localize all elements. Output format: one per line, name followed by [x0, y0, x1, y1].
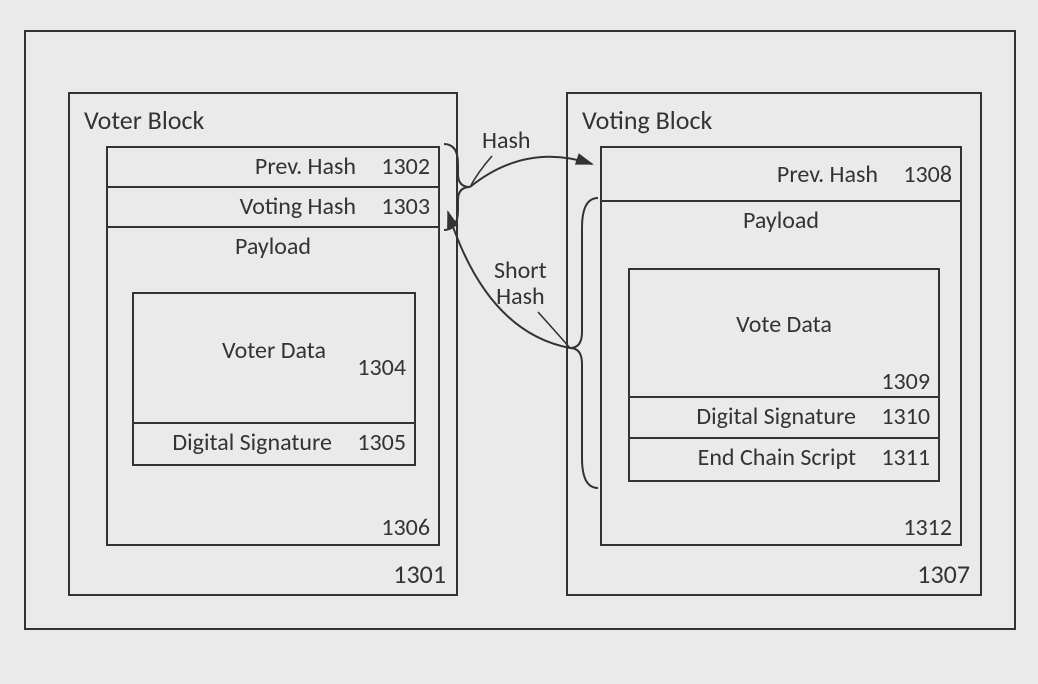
voting-payload-label: Payload — [602, 202, 960, 242]
voter-block-title: Voter Block — [84, 104, 204, 136]
voting-block-title: Voting Block — [582, 104, 712, 136]
vote-data-title-text: Vote Data — [736, 310, 832, 339]
voter-sig-num: 1305 — [357, 428, 406, 457]
voting-prev-hash-num: 1308 — [903, 160, 952, 189]
vote-script-label: End Chain Script — [698, 443, 856, 472]
vote-sig-row: Digital Signature 1310 — [630, 398, 938, 439]
voter-payload-label: Payload — [108, 228, 438, 268]
voter-data-title-text: Voter Data — [222, 336, 326, 365]
outer-frame: Voter Block 1301 Prev. Hash 1302 Voting … — [24, 30, 1016, 630]
voter-voting-hash-row: Voting Hash 1303 — [108, 188, 438, 228]
hash-label-pointer — [470, 156, 492, 187]
vote-data-title-num: 1309 — [881, 367, 930, 396]
voter-payload-num: 1306 — [381, 513, 430, 542]
voter-prev-hash-row: Prev. Hash 1302 — [108, 148, 438, 188]
voting-payload-num: 1312 — [903, 513, 952, 542]
voting-prev-hash-label: Prev. Hash — [777, 160, 878, 189]
vote-script-row: End Chain Script 1311 — [630, 439, 938, 480]
voter-voting-hash-label: Voting Hash — [240, 192, 356, 221]
voter-prev-hash-num: 1302 — [381, 152, 430, 181]
vote-data-box: Vote Data 1309 Digital Signature 1310 En… — [628, 268, 940, 482]
hash-label: Hash — [482, 128, 530, 154]
vote-sig-label: Digital Signature — [696, 402, 856, 431]
voter-data-box: Voter Data 1304 Digital Signature 1305 — [132, 292, 416, 466]
voting-block-number: 1307 — [917, 558, 970, 590]
vote-data-title: Vote Data 1309 — [630, 270, 938, 400]
voter-block-number: 1301 — [393, 558, 446, 590]
voter-sig-label: Digital Signature — [172, 428, 332, 457]
voting-prev-hash-row: Prev. Hash 1308 — [602, 148, 960, 202]
voter-data-title: Voter Data 1304 — [134, 294, 414, 386]
diagram-stage: Voter Block 1301 Prev. Hash 1302 Voting … — [0, 0, 1038, 684]
voter-voting-hash-num: 1303 — [381, 192, 430, 221]
voter-sig-row: Digital Signature 1305 — [134, 424, 414, 464]
voter-prev-hash-label: Prev. Hash — [255, 152, 356, 181]
vote-script-num: 1311 — [881, 443, 930, 472]
short-hash-label: Short Hash — [494, 258, 547, 311]
voter-data-title-num: 1304 — [357, 353, 406, 382]
vote-sig-num: 1310 — [881, 402, 930, 431]
